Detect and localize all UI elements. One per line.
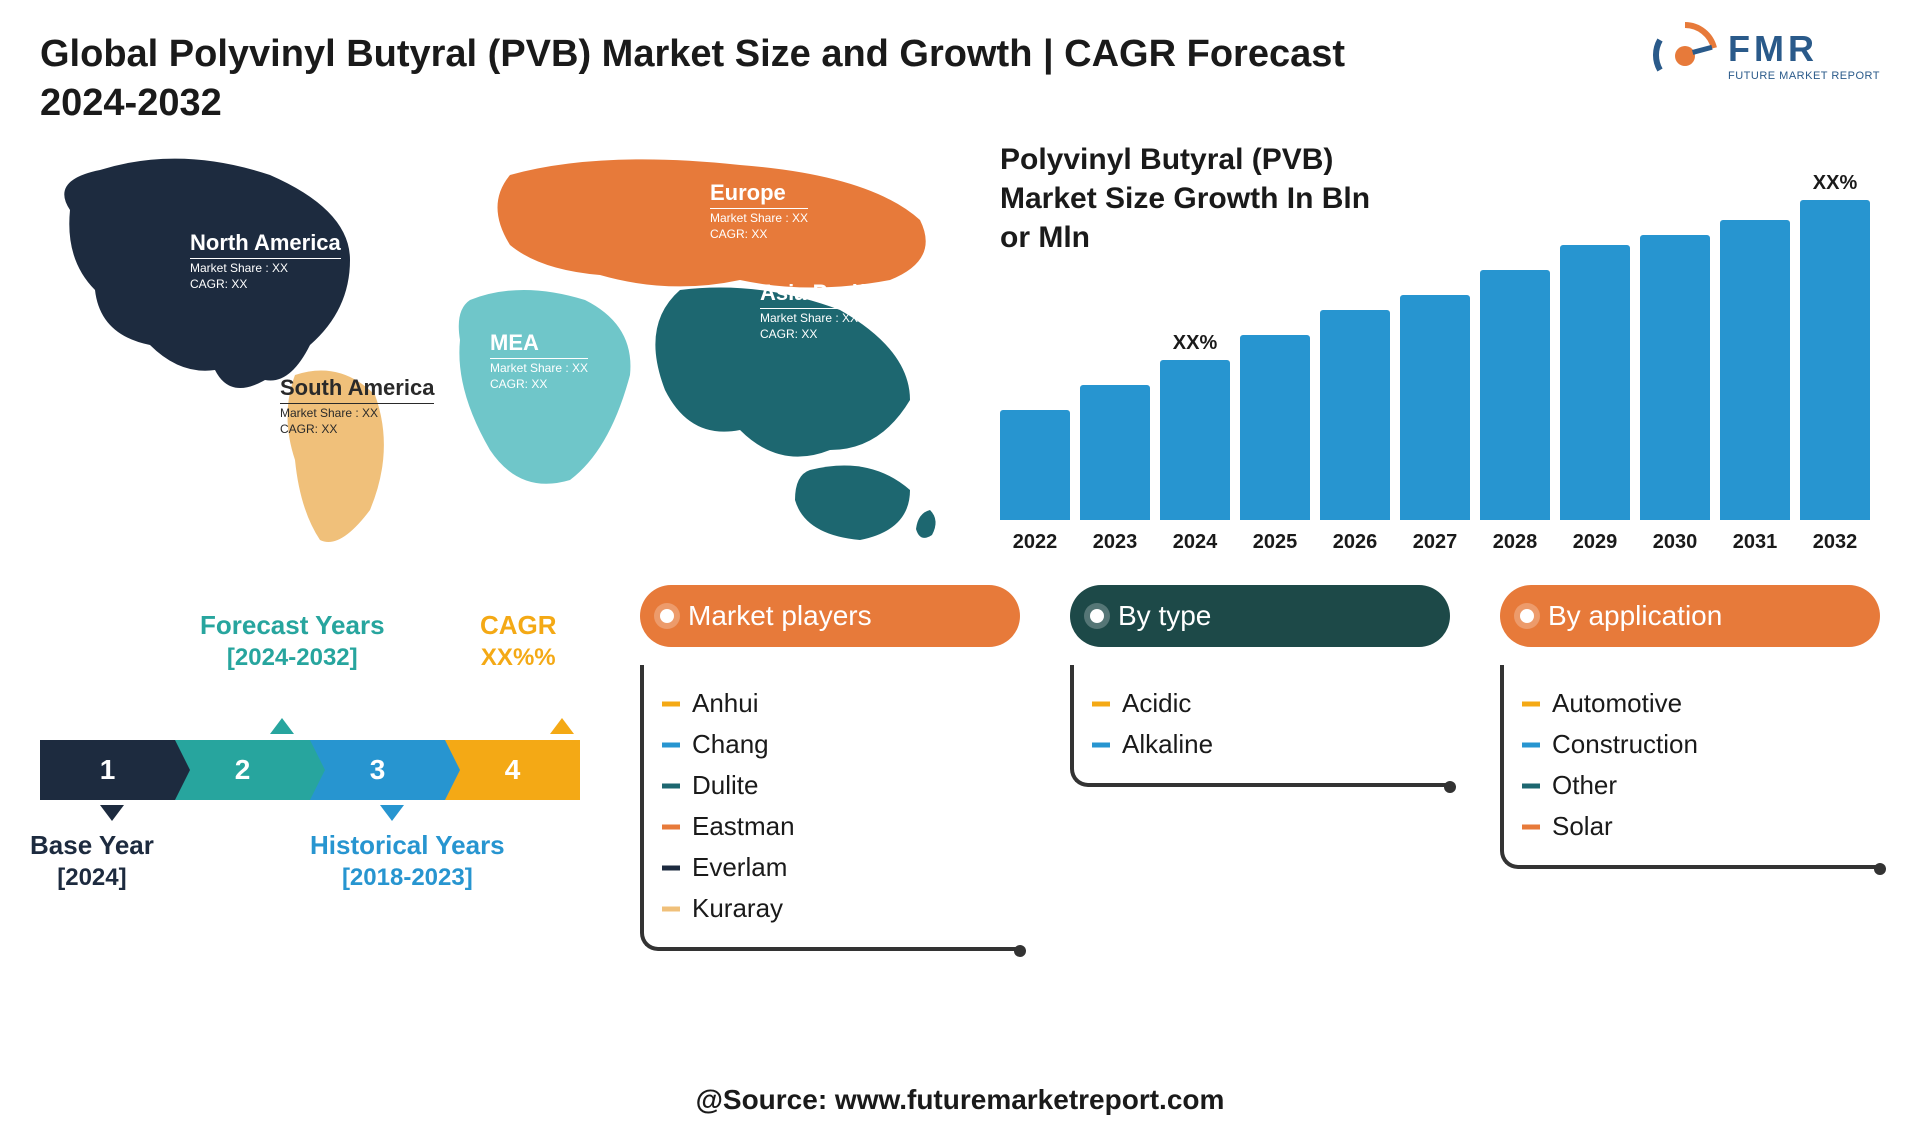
region-label-mea: MEAMarket Share : XXCAGR: XX bbox=[490, 330, 588, 392]
region-label-europe: EuropeMarket Share : XXCAGR: XX bbox=[710, 180, 808, 242]
triangle-cagr bbox=[550, 718, 574, 734]
timeline-seg-4: 4 bbox=[445, 740, 580, 800]
category-title: By type bbox=[1118, 600, 1211, 632]
list-item: Anhui bbox=[662, 683, 1014, 724]
bars-container: 20222023XX%20242025202620272028202920302… bbox=[1000, 200, 1870, 520]
bar-2022: 2022 bbox=[1000, 410, 1070, 520]
region-label-south-america: South AmericaMarket Share : XXCAGR: XX bbox=[280, 375, 434, 437]
list-item: Everlam bbox=[662, 847, 1014, 888]
timeline-label-cagr: CAGRXX%% bbox=[480, 610, 557, 673]
timeline-label-forecast: Forecast Years[2024-2032] bbox=[200, 610, 385, 673]
category-pill: Market players bbox=[640, 585, 1020, 647]
category-pill: By application bbox=[1500, 585, 1880, 647]
pill-dot-icon bbox=[1520, 609, 1534, 623]
fmr-logo: FMR FUTURE MARKET REPORT bbox=[1650, 20, 1880, 90]
triangle-hist bbox=[380, 805, 404, 821]
list-item: Other bbox=[1522, 765, 1874, 806]
category-frame: AutomotiveConstructionOtherSolar bbox=[1500, 665, 1880, 869]
timeline-bar: 1234 bbox=[40, 740, 580, 800]
page-title: Global Polyvinyl Butyral (PVB) Market Si… bbox=[40, 30, 1440, 129]
list-item: Automotive bbox=[1522, 683, 1874, 724]
list-item: Solar bbox=[1522, 806, 1874, 847]
category-pill: By type bbox=[1070, 585, 1450, 647]
bar-2028: 2028 bbox=[1480, 270, 1550, 520]
timeline-label-hist: Historical Years[2018-2023] bbox=[310, 830, 505, 893]
bar-2031: 2031 bbox=[1720, 220, 1790, 520]
pill-dot-icon bbox=[1090, 609, 1104, 623]
bar-2025: 2025 bbox=[1240, 335, 1310, 520]
bar-2032: XX%2032 bbox=[1800, 200, 1870, 520]
list-item: Eastman bbox=[662, 806, 1014, 847]
list-item: Alkaline bbox=[1092, 724, 1444, 765]
categories: Market players AnhuiChangDuliteEastmanEv… bbox=[640, 585, 1880, 951]
timeline-seg-2: 2 bbox=[175, 740, 310, 800]
timeline-seg-1: 1 bbox=[40, 740, 175, 800]
category-title: Market players bbox=[688, 600, 872, 632]
logo-sub-text: FUTURE MARKET REPORT bbox=[1728, 70, 1880, 82]
region-label-asia-pacific: Asia PacificMarket Share : XXCAGR: XX bbox=[760, 280, 884, 342]
category-list: AcidicAlkaline bbox=[1092, 683, 1444, 765]
timeline-label-base: Base Year[2024] bbox=[30, 830, 154, 893]
list-item: Kuraray bbox=[662, 888, 1014, 929]
list-item: Construction bbox=[1522, 724, 1874, 765]
list-item: Dulite bbox=[662, 765, 1014, 806]
bar-2024: XX%2024 bbox=[1160, 360, 1230, 520]
logo-icon bbox=[1650, 20, 1720, 90]
category-by-application: By application AutomotiveConstructionOth… bbox=[1500, 585, 1880, 951]
category-title: By application bbox=[1548, 600, 1722, 632]
bar-2026: 2026 bbox=[1320, 310, 1390, 520]
timeline-seg-3: 3 bbox=[310, 740, 445, 800]
pill-dot-icon bbox=[660, 609, 674, 623]
triangle-forecast bbox=[270, 718, 294, 734]
category-market-players: Market players AnhuiChangDuliteEastmanEv… bbox=[640, 585, 1020, 951]
category-list: AutomotiveConstructionOtherSolar bbox=[1522, 683, 1874, 847]
category-frame: AnhuiChangDuliteEastmanEverlamKuraray bbox=[640, 665, 1020, 951]
bar-2023: 2023 bbox=[1080, 385, 1150, 520]
list-item: Chang bbox=[662, 724, 1014, 765]
region-label-north-america: North AmericaMarket Share : XXCAGR: XX bbox=[190, 230, 341, 292]
timeline: 1234 Forecast Years[2024-2032]CAGRXX%%Ba… bbox=[40, 610, 600, 910]
category-frame: AcidicAlkaline bbox=[1070, 665, 1450, 787]
triangle-base bbox=[100, 805, 124, 821]
bar-2030: 2030 bbox=[1640, 235, 1710, 520]
logo-main-text: FMR bbox=[1728, 28, 1880, 70]
source-text: @Source: www.futuremarketreport.com bbox=[696, 1084, 1225, 1116]
growth-bar-chart: Polyvinyl Butyral (PVB) Market Size Grow… bbox=[1000, 140, 1870, 560]
world-map: North AmericaMarket Share : XXCAGR: XX So… bbox=[40, 150, 960, 550]
list-item: Acidic bbox=[1092, 683, 1444, 724]
category-list: AnhuiChangDuliteEastmanEverlamKuraray bbox=[662, 683, 1014, 929]
bar-2029: 2029 bbox=[1560, 245, 1630, 520]
bar-2027: 2027 bbox=[1400, 295, 1470, 520]
category-by-type: By type AcidicAlkaline bbox=[1070, 585, 1450, 951]
